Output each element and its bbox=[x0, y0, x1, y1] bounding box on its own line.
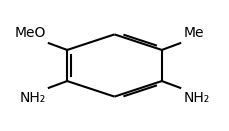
Text: NH₂: NH₂ bbox=[183, 91, 210, 105]
Text: NH₂: NH₂ bbox=[19, 91, 46, 105]
Text: MeO: MeO bbox=[14, 26, 46, 40]
Text: Me: Me bbox=[183, 26, 204, 40]
